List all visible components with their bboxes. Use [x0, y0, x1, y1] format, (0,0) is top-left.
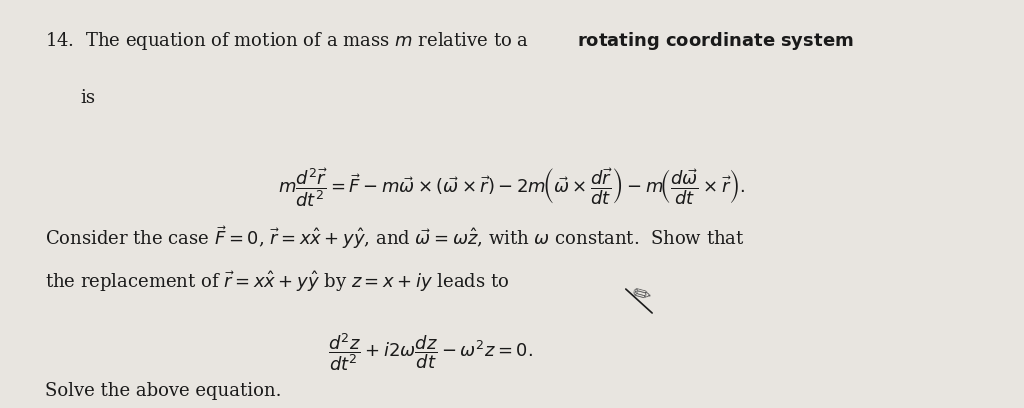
Text: is: is [80, 89, 95, 107]
Text: ✏: ✏ [629, 283, 652, 307]
Text: $m\dfrac{d^2\vec{r}}{dt^2} = \vec{F} - m\vec{\omega} \times (\vec{\omega} \times: $m\dfrac{d^2\vec{r}}{dt^2} = \vec{F} - m… [279, 166, 745, 209]
Text: Solve the above equation.: Solve the above equation. [45, 382, 282, 400]
Text: $\dfrac{d^2z}{dt^2} + i2\omega\dfrac{dz}{dt} - \omega^2 z = 0.$: $\dfrac{d^2z}{dt^2} + i2\omega\dfrac{dz}… [329, 331, 534, 373]
Text: Consider the case $\vec{F} = 0$, $\vec{r} = x\hat{x} + y\hat{y}$, and $\vec{\ome: Consider the case $\vec{F} = 0$, $\vec{r… [45, 224, 744, 251]
Text: 14.  The equation of motion of a mass $m$ relative to a: 14. The equation of motion of a mass $m$… [45, 30, 529, 52]
Text: $\bf{rotating\ coordinate\ system}$: $\bf{rotating\ coordinate\ system}$ [577, 30, 854, 52]
Text: the replacement of $\vec{r} = x\hat{x} + y\hat{y}$ by $z = x + iy$ leads to: the replacement of $\vec{r} = x\hat{x} +… [45, 269, 509, 294]
